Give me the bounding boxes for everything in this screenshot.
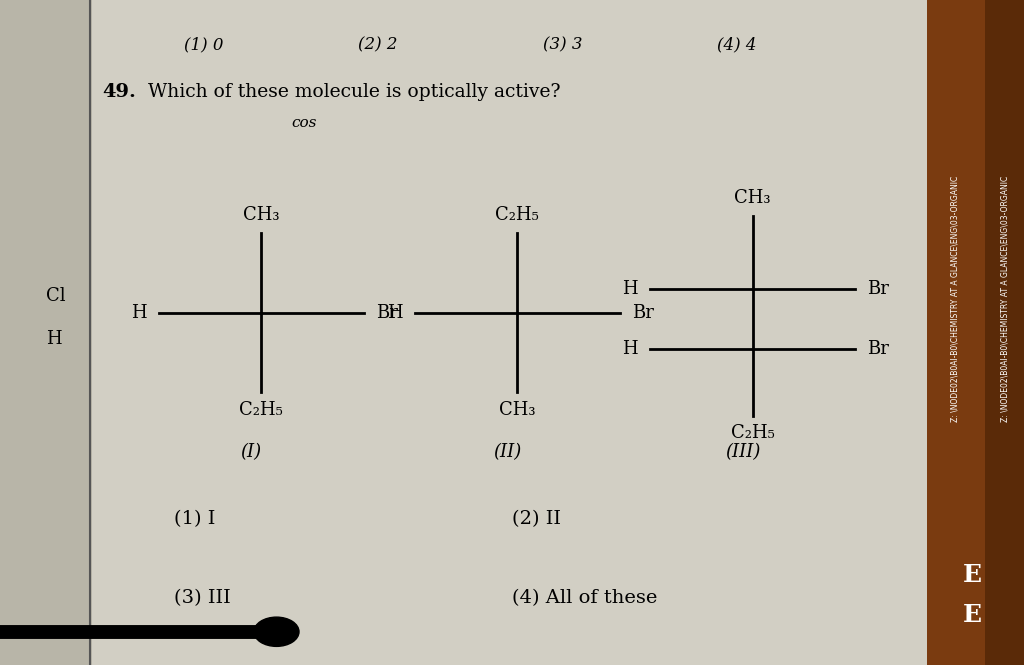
- Text: (1) I: (1) I: [174, 509, 215, 528]
- Text: (4) 4: (4) 4: [717, 37, 757, 54]
- Text: (II): (II): [493, 443, 521, 462]
- Text: CH₃: CH₃: [734, 190, 771, 207]
- Text: Br: Br: [376, 303, 397, 322]
- FancyBboxPatch shape: [985, 0, 1024, 665]
- Text: Cl: Cl: [46, 287, 66, 305]
- Text: (4) All of these: (4) All of these: [512, 589, 657, 608]
- Text: E: E: [964, 563, 982, 587]
- Text: Z: \NODE02\B0AI-B0\CHEMISTRY AT A GLANCE\ENG\03-ORGANIC: Z: \NODE02\B0AI-B0\CHEMISTRY AT A GLANCE…: [951, 176, 959, 422]
- Text: H: H: [387, 303, 402, 322]
- Text: C₂H₅: C₂H₅: [496, 206, 539, 224]
- Text: (2) II: (2) II: [512, 509, 561, 528]
- Text: H: H: [623, 340, 638, 358]
- Text: H: H: [46, 330, 61, 348]
- Text: CH₃: CH₃: [499, 401, 536, 419]
- Text: CH₃: CH₃: [243, 206, 280, 224]
- Text: C₂H₅: C₂H₅: [240, 401, 283, 419]
- Text: Br: Br: [632, 303, 653, 322]
- Text: (I): (I): [241, 443, 261, 462]
- Text: cos: cos: [292, 116, 317, 130]
- Text: H: H: [623, 280, 638, 299]
- Text: (2) 2: (2) 2: [358, 37, 398, 54]
- Text: Br: Br: [867, 340, 889, 358]
- Text: (3) 3: (3) 3: [543, 37, 583, 54]
- Text: (3) III: (3) III: [174, 589, 230, 608]
- Text: 49.: 49.: [102, 83, 136, 101]
- FancyBboxPatch shape: [927, 0, 1024, 665]
- Text: E: E: [964, 603, 982, 627]
- Text: Z: \NODE02\B0AI-B0\CHEMISTRY AT A GLANCE\ENG\03-ORGANIC: Z: \NODE02\B0AI-B0\CHEMISTRY AT A GLANCE…: [1000, 176, 1009, 422]
- Circle shape: [254, 617, 299, 646]
- Text: Br: Br: [867, 280, 889, 299]
- Text: (1) 0: (1) 0: [184, 37, 224, 54]
- Text: H: H: [131, 303, 146, 322]
- Text: Which of these molecule is optically active?: Which of these molecule is optically act…: [148, 83, 561, 101]
- Text: C₂H₅: C₂H₅: [731, 424, 774, 442]
- FancyBboxPatch shape: [92, 0, 932, 665]
- Text: (III): (III): [725, 443, 760, 462]
